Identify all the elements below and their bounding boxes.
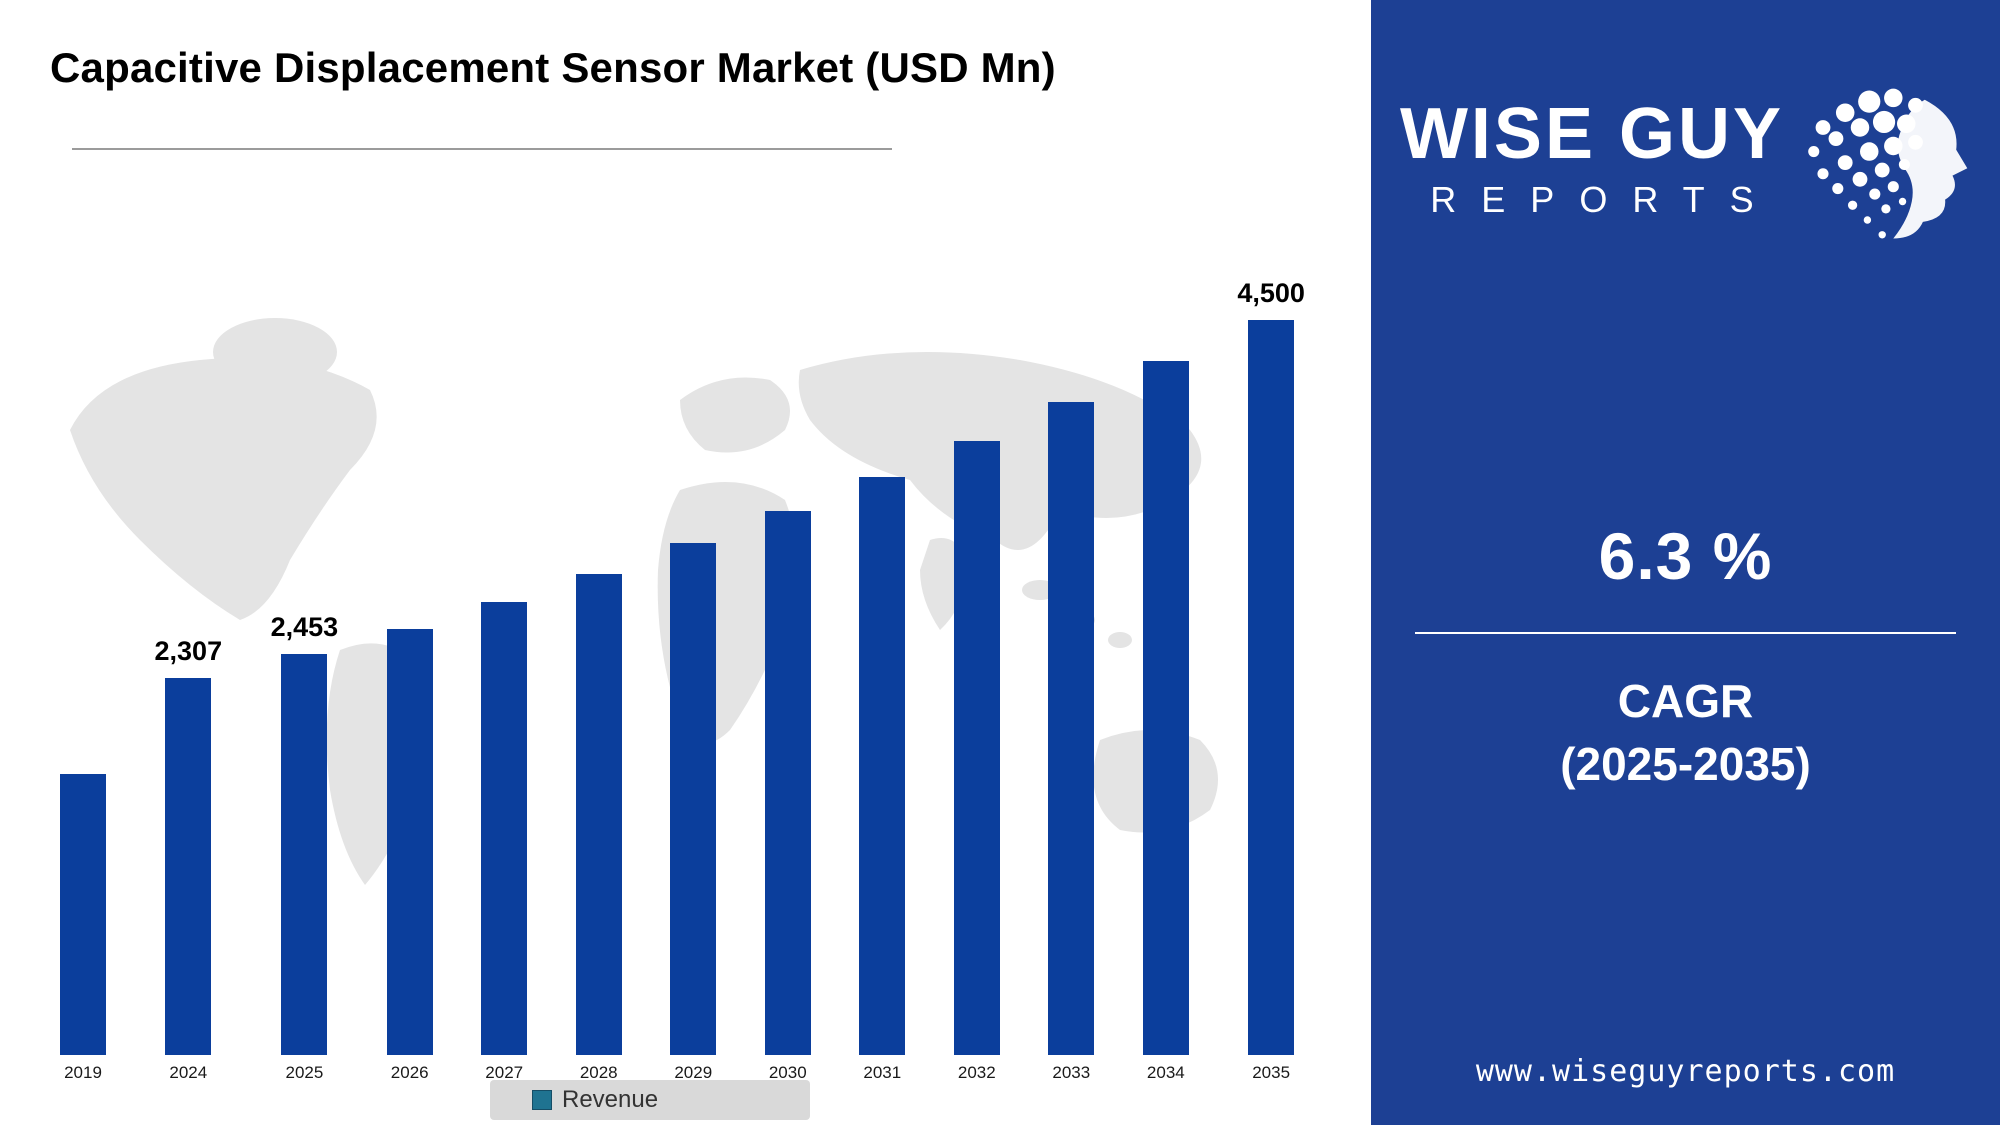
cagr-value: 6.3 % [1598,519,1773,593]
x-axis-label: 2030 [768,1063,807,1082]
logo-wise-guy-text: WISE GUY [1399,94,1785,174]
revenue-bar [575,574,622,1055]
bar-group-2031: 2031 [859,435,906,1083]
revenue-bar [670,543,717,1055]
legend-swatch [532,1090,552,1110]
cagr-divider [1415,632,1956,634]
revenue-bar [953,441,1000,1055]
bar-value-label: 4,500 [1237,278,1305,308]
logo-reports-text: REPORTS [1430,179,1779,220]
x-axis-label: 2028 [579,1063,618,1082]
revenue-bar [1048,402,1095,1055]
wise-guy-logo: WISE GUY REPORTS [1371,72,2000,257]
bar-group-2030: 2030 [764,469,811,1083]
logo-head-icon [1808,88,1968,239]
x-axis-label: 2019 [64,1063,102,1082]
x-axis-label: 2027 [485,1063,524,1082]
bar-group-2035: 4,500 2035 [1237,278,1305,1083]
x-axis-label: 2026 [390,1063,429,1082]
x-axis-label: 2031 [863,1063,902,1082]
x-axis-label: 2035 [1252,1063,1291,1082]
revenue-bar [859,477,906,1055]
chart-section: Capacitive Displacement Sensor Market (U… [50,44,1305,1120]
bar-group-2032: 2032 [953,399,1000,1083]
x-axis-label: 2034 [1146,1063,1185,1082]
bar-group-2028: 2028 [575,532,622,1083]
chart-legend: Revenue [490,1080,810,1120]
bar-group-2027: 2027 [481,560,528,1083]
bar-group-2033: 2033 [1048,360,1095,1083]
x-axis-label: 2024 [169,1063,208,1082]
revenue-bar [60,774,106,1055]
bar-value-label: 2,307 [154,636,223,666]
x-axis-label: 2029 [674,1063,713,1082]
revenue-bar [481,602,528,1055]
bar-group-2029: 2029 [670,501,717,1083]
chart-title: Capacitive Displacement Sensor Market (U… [50,44,1056,91]
revenue-bar [386,629,433,1055]
brand-panel: WISE GUY REPORTS [1371,0,2000,1125]
revenue-bar [165,678,212,1055]
revenue-bar [764,511,811,1055]
cagr-block: 6.3 % CAGR (2025-2035) [1371,518,2000,792]
bar-group-2034: 2034 [1142,319,1189,1083]
legend-label: Revenue [562,1086,659,1113]
logo-text: WISE GUY REPORTS [1400,98,1784,218]
cagr-period: (2025-2035) [1560,738,1811,791]
bar-value-label: 2,453 [270,612,339,642]
revenue-bar [1142,361,1189,1055]
bar-group-2019: 2019 [60,732,106,1083]
revenue-bar [281,654,328,1055]
bar-group-2026: 2026 [386,587,433,1083]
x-axis-label: 2025 [285,1063,324,1082]
x-axis-label: 2032 [957,1063,996,1082]
cagr-label: CAGR [1617,675,1754,727]
bar-group-2025: 2,453 2025 [271,612,339,1083]
title-divider [72,148,892,150]
x-axis-label: 2033 [1052,1063,1091,1082]
revenue-bar [1248,320,1295,1055]
website-url: www.wiseguyreports.com [1475,1054,1896,1089]
bar-group-2024: 2,307 2024 [155,636,223,1083]
bars-container: 2019 2,307 2024 2,453 2025 2026 2027 2028 2029 20… [60,243,1305,1083]
